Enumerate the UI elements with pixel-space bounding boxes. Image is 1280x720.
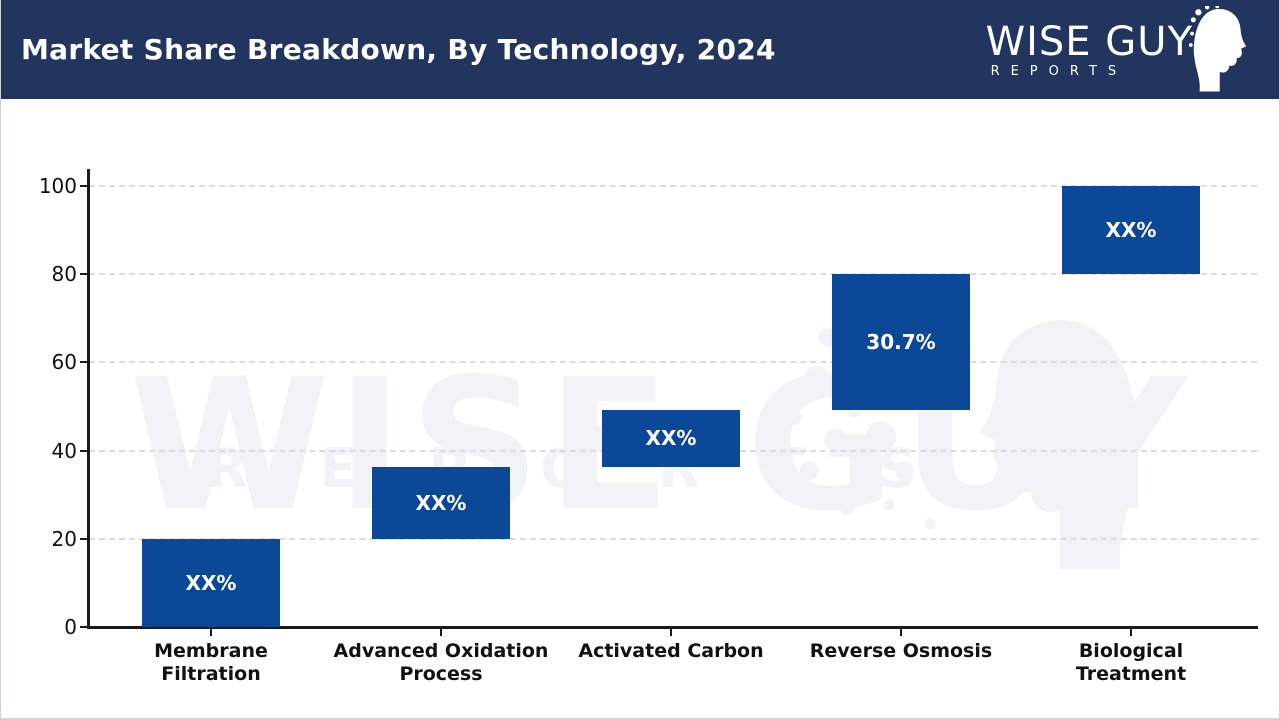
waterfall-bar: XX%	[372, 467, 510, 539]
y-axis	[87, 169, 90, 629]
bar-value-label: 30.7%	[866, 329, 936, 354]
waterfall-bar: 30.7%	[832, 274, 970, 410]
wiseguy-head-icon	[1189, 5, 1247, 91]
y-tick-mark	[80, 537, 89, 540]
grid-line	[89, 185, 1257, 187]
logo-text: WISE GUY REPORTS	[986, 22, 1193, 78]
logo-wordmark: WISE GUY	[985, 18, 1193, 65]
page-title: Market Share Breakdown, By Technology, 2…	[21, 33, 776, 66]
x-category-label: Reverse Osmosis	[809, 640, 993, 662]
x-tick-mark	[210, 629, 212, 636]
y-tick-label: 80	[51, 262, 77, 287]
grid-line	[89, 273, 1257, 276]
y-tick-label: 0	[64, 615, 77, 639]
y-tick-mark	[80, 185, 89, 187]
bar-value-label: XX%	[185, 570, 237, 595]
y-tick-label: 100	[38, 174, 77, 198]
wiseguy-logo: WISE GUY REPORTS	[986, 5, 1253, 94]
chart-canvas: WISE GUY REPORTS 0 20 40 60 80 100 XX% Membrane…	[1, 99, 1279, 718]
y-tick-mark	[80, 273, 89, 276]
x-category-label: Advanced Oxidation Process	[333, 640, 549, 685]
y-tick-mark	[80, 626, 89, 628]
x-category-label: Biological Treatment	[1075, 640, 1187, 685]
x-category-label: Activated Carbon	[578, 640, 764, 662]
x-tick-mark	[1130, 629, 1132, 636]
waterfall-bar: XX%	[602, 409, 740, 468]
bar-value-label: XX%	[645, 426, 697, 451]
y-tick-label: 40	[51, 438, 77, 463]
x-tick-mark	[900, 629, 902, 636]
waterfall-bar: XX%	[142, 538, 280, 627]
x-category-label: Membrane Filtration	[154, 640, 268, 685]
x-tick-mark	[440, 629, 442, 636]
plot-area: 0 20 40 60 80 100 XX% Membrane Filtration XX% Adv…	[1, 99, 1279, 718]
bar-value-label: XX%	[1105, 218, 1157, 243]
grid-line	[89, 537, 1257, 540]
y-tick-label: 20	[51, 526, 77, 551]
logo-subtext: REPORTS	[990, 63, 1128, 79]
waterfall-bar: XX%	[1062, 186, 1200, 275]
bar-value-label: XX%	[415, 491, 467, 516]
x-tick-mark	[670, 629, 672, 636]
header-bar: Market Share Breakdown, By Technology, 2…	[1, 0, 1279, 99]
y-tick-label: 60	[51, 350, 77, 375]
watermark-subtext: REPORTS	[206, 437, 989, 500]
y-tick-mark	[80, 449, 89, 452]
grid-line	[89, 361, 1257, 364]
y-tick-mark	[80, 361, 89, 364]
x-axis	[87, 626, 1258, 629]
